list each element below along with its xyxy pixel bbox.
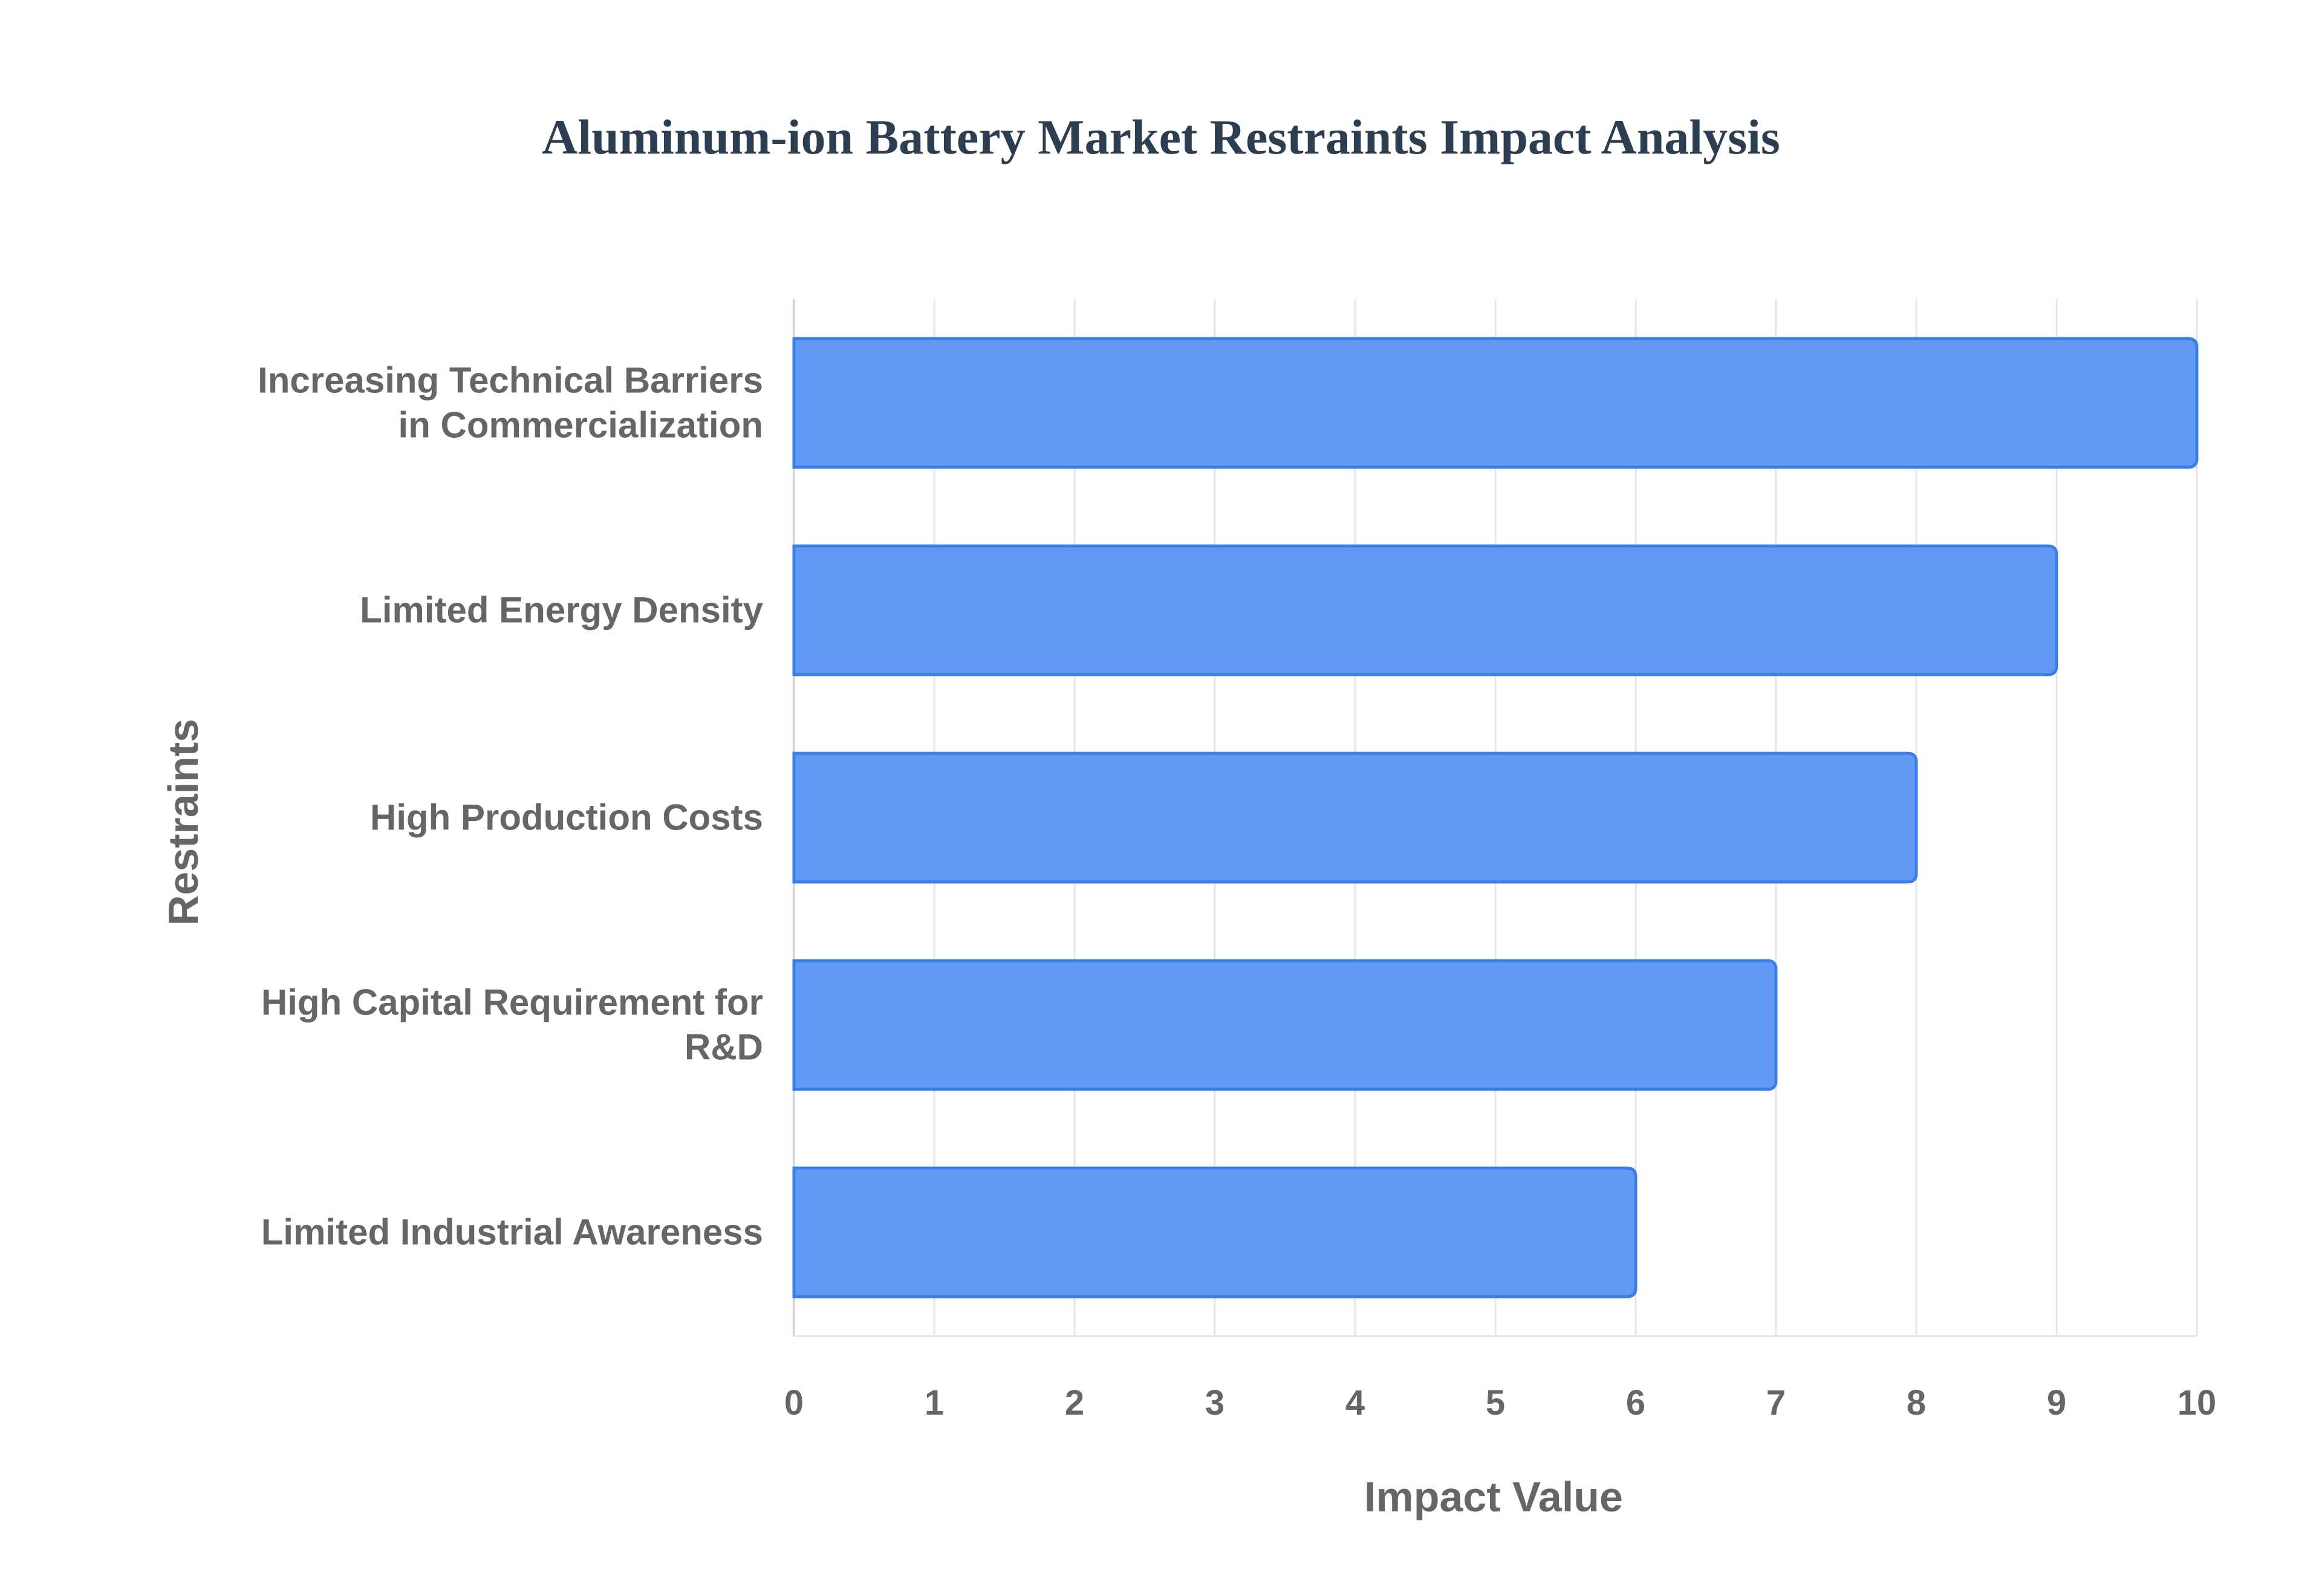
x-tick-label: 9: [2047, 1383, 2066, 1422]
x-axis-title: Impact Value: [1364, 1473, 1623, 1520]
category-label: High Production Costs: [370, 797, 763, 838]
category-label: Limited Industrial Awareness: [261, 1212, 763, 1253]
chart-title: Aluminum-ion Battery Market Restraints I…: [542, 109, 1780, 164]
x-tick-label: 0: [784, 1383, 804, 1422]
bar: [792, 751, 1918, 884]
bar: [792, 1166, 1637, 1299]
x-tick-label: 3: [1205, 1383, 1224, 1422]
bars: [792, 337, 2199, 1299]
x-tick-labels: 0 1 2 3 4 5 6 7 8 9 10: [784, 1383, 2216, 1422]
x-tick-label: 2: [1065, 1383, 1084, 1422]
x-tick-label: 6: [1626, 1383, 1645, 1422]
x-tick-label: 5: [1486, 1383, 1505, 1422]
category-label: Limited Energy Density: [360, 590, 763, 631]
x-tick-label: 1: [925, 1383, 944, 1422]
bar: [792, 544, 2058, 676]
category-label: Increasing Technical Barriers in Commerci…: [258, 360, 763, 446]
x-tick-label: 10: [2177, 1383, 2217, 1422]
y-axis-title: Restraints: [160, 719, 207, 926]
x-tick-label: 4: [1345, 1383, 1365, 1422]
bar: [792, 959, 1778, 1091]
category-labels: Increasing Technical Barriers in Commerci…: [258, 360, 764, 1253]
x-tick-label: 8: [1907, 1383, 1926, 1422]
bar: [792, 337, 2199, 469]
x-tick-label: 7: [1766, 1383, 1786, 1422]
category-label: High Capital Requirement for R&D: [261, 982, 763, 1068]
